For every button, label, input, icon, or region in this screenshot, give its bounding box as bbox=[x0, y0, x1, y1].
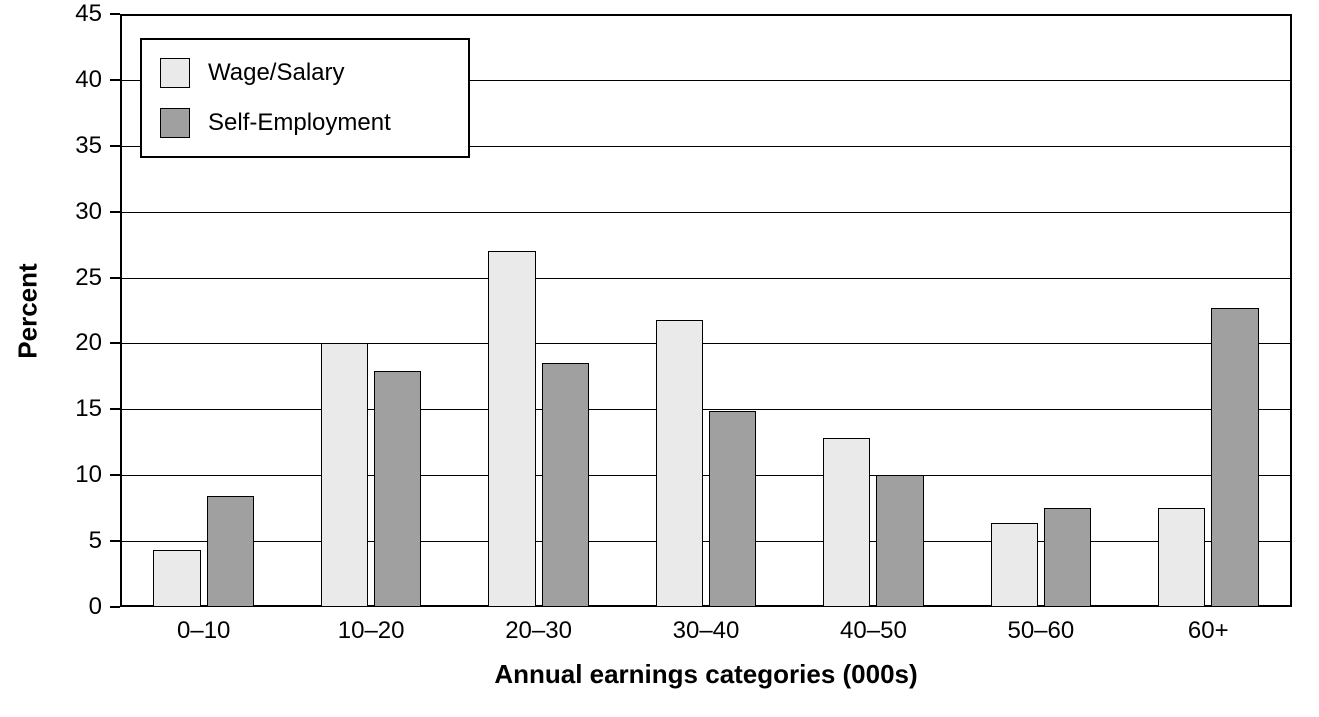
x-tick-label: 30–40 bbox=[673, 617, 740, 645]
bar bbox=[709, 411, 756, 607]
x-tick-label: 50–60 bbox=[1007, 617, 1074, 645]
y-tick-label: 15 bbox=[0, 395, 102, 423]
x-tick-label: 40–50 bbox=[840, 617, 907, 645]
y-tick-label: 40 bbox=[0, 66, 102, 94]
legend-item: Wage/Salary bbox=[160, 58, 450, 88]
bar bbox=[876, 475, 923, 607]
y-tick-label: 0 bbox=[0, 593, 102, 621]
y-tick-mark bbox=[110, 474, 120, 476]
y-tick-label: 20 bbox=[0, 329, 102, 357]
y-tick-mark bbox=[110, 79, 120, 81]
x-tick-label: 0–10 bbox=[177, 617, 230, 645]
y-tick-mark bbox=[110, 342, 120, 344]
x-tick-label: 10–20 bbox=[338, 617, 405, 645]
plot-border-left bbox=[120, 14, 122, 607]
y-tick-mark bbox=[110, 13, 120, 15]
y-tick-label: 35 bbox=[0, 132, 102, 160]
legend-item: Self-Employment bbox=[160, 108, 450, 138]
y-tick-mark bbox=[110, 408, 120, 410]
bar bbox=[656, 320, 703, 607]
x-axis-title: Annual earnings categories (000s) bbox=[494, 659, 917, 690]
plot-border-right bbox=[1290, 14, 1292, 607]
bar bbox=[321, 343, 368, 607]
y-tick-mark bbox=[110, 540, 120, 542]
gridline bbox=[120, 212, 1292, 213]
gridline bbox=[120, 343, 1292, 344]
earnings-distribution-chart: Wage/SalarySelf-Employment Percent Annua… bbox=[0, 0, 1319, 717]
gridline bbox=[120, 278, 1292, 279]
y-tick-label: 45 bbox=[0, 0, 102, 28]
y-tick-mark bbox=[110, 145, 120, 147]
legend-swatch bbox=[160, 58, 190, 88]
gridline bbox=[120, 541, 1292, 542]
y-tick-label: 25 bbox=[0, 264, 102, 292]
y-tick-label: 5 bbox=[0, 527, 102, 555]
legend-label: Wage/Salary bbox=[208, 59, 345, 87]
legend-label: Self-Employment bbox=[208, 109, 391, 137]
x-tick-label: 60+ bbox=[1188, 617, 1229, 645]
bar bbox=[542, 363, 589, 607]
bar bbox=[823, 438, 870, 607]
y-tick-label: 10 bbox=[0, 461, 102, 489]
bar bbox=[207, 496, 254, 607]
bar bbox=[1044, 508, 1091, 607]
y-tick-mark bbox=[110, 277, 120, 279]
bar bbox=[1211, 308, 1258, 607]
legend-swatch bbox=[160, 108, 190, 138]
bar bbox=[991, 523, 1038, 607]
y-tick-label: 30 bbox=[0, 198, 102, 226]
legend: Wage/Salary Self-Employment bbox=[140, 38, 470, 158]
bar bbox=[153, 550, 200, 607]
bar bbox=[488, 251, 535, 607]
plot-border-top bbox=[120, 14, 1292, 16]
plot-area: Wage/Salary Self-Employment bbox=[120, 14, 1292, 607]
bar bbox=[374, 371, 421, 607]
y-tick-mark bbox=[110, 211, 120, 213]
plot-border-bottom bbox=[120, 605, 1292, 607]
gridline bbox=[120, 475, 1292, 476]
y-tick-mark bbox=[110, 606, 120, 608]
x-tick-label: 20–30 bbox=[505, 617, 572, 645]
gridline bbox=[120, 409, 1292, 410]
bar bbox=[1158, 508, 1205, 607]
